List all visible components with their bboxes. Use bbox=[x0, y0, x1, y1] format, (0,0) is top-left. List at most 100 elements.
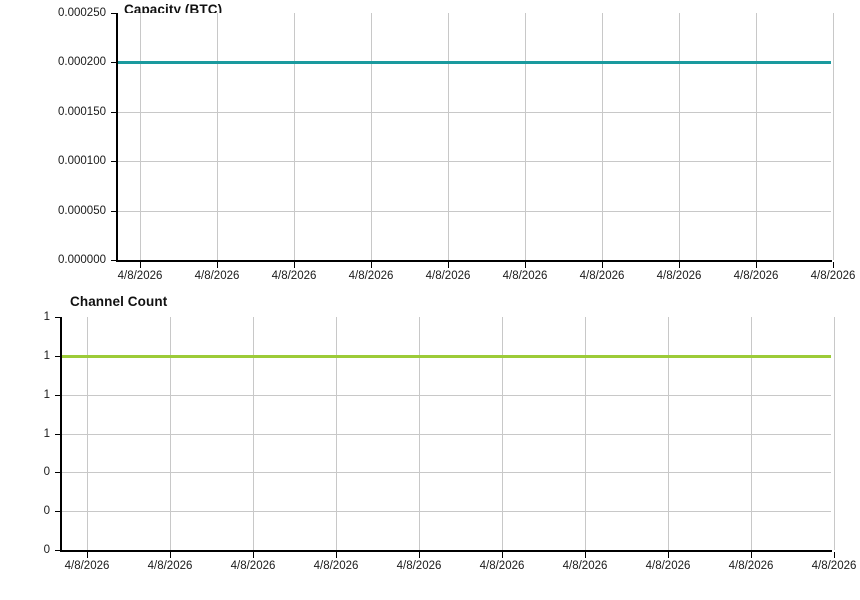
y-axis-tick-label: 1 bbox=[43, 350, 50, 362]
y-axis-tick-label: 1 bbox=[43, 389, 50, 401]
x-axis-tick-label: 4/8/2026 bbox=[562, 560, 608, 572]
gridline-horizontal bbox=[61, 472, 831, 473]
channel-count-plot-area[interactable] bbox=[61, 317, 835, 551]
x-axis-tick bbox=[756, 262, 758, 268]
y-axis-tick bbox=[55, 317, 61, 319]
x-axis-tick bbox=[294, 262, 296, 268]
x-axis-tick bbox=[448, 262, 450, 268]
y-axis-tick-label: 0 bbox=[43, 466, 50, 478]
x-axis-tick bbox=[525, 262, 527, 268]
x-axis-tick bbox=[833, 262, 835, 268]
data-series-line[interactable] bbox=[117, 61, 831, 64]
x-axis-tick bbox=[679, 262, 681, 268]
x-axis-tick-label: 4/8/2026 bbox=[502, 270, 548, 282]
y-axis-tick bbox=[55, 511, 61, 513]
gridline-horizontal bbox=[117, 211, 831, 212]
x-axis-tick bbox=[371, 262, 373, 268]
x-axis-tick bbox=[585, 552, 587, 558]
x-axis-tick bbox=[602, 262, 604, 268]
y-axis-tick-label: 0 bbox=[43, 544, 50, 556]
y-axis-tick-label: 1 bbox=[43, 311, 50, 323]
gridline-vertical bbox=[756, 13, 757, 260]
x-axis-tick-label: 4/8/2026 bbox=[230, 560, 276, 572]
x-axis-tick-label: 4/8/2026 bbox=[645, 560, 691, 572]
x-axis-tick bbox=[834, 552, 836, 558]
gridline-vertical bbox=[448, 13, 449, 260]
gridline-vertical bbox=[751, 317, 752, 550]
x-axis-tick-label: 4/8/2026 bbox=[64, 560, 110, 572]
gridline-vertical bbox=[602, 13, 603, 260]
gridline-horizontal bbox=[61, 395, 831, 396]
gridline-vertical bbox=[170, 317, 171, 550]
x-axis-tick-label: 4/8/2026 bbox=[147, 560, 193, 572]
x-axis-tick-label: 4/8/2026 bbox=[810, 270, 856, 282]
gridline-vertical bbox=[87, 317, 88, 550]
y-axis-tick-label: 0.000000 bbox=[58, 254, 106, 266]
x-axis-tick-label: 4/8/2026 bbox=[425, 270, 471, 282]
gridline-vertical bbox=[834, 317, 835, 550]
y-axis-tick-label: 0 bbox=[43, 505, 50, 517]
y-axis-tick-label: 0.000150 bbox=[58, 106, 106, 118]
y-axis-tick bbox=[111, 112, 117, 114]
y-axis-tick bbox=[111, 211, 117, 213]
gridline-vertical bbox=[336, 317, 337, 550]
y-axis-tick-label: 0.000200 bbox=[58, 56, 106, 68]
capacity-y-axis-line bbox=[116, 13, 118, 261]
y-axis-tick bbox=[55, 395, 61, 397]
x-axis-tick-label: 4/8/2026 bbox=[733, 270, 779, 282]
gridline-horizontal bbox=[61, 511, 831, 512]
gridline-vertical bbox=[419, 317, 420, 550]
x-axis-tick-label: 4/8/2026 bbox=[271, 270, 317, 282]
x-axis-tick-label: 4/8/2026 bbox=[579, 270, 625, 282]
x-axis-tick-label: 4/8/2026 bbox=[811, 560, 857, 572]
x-axis-tick bbox=[253, 552, 255, 558]
y-axis-tick-label: 0.000050 bbox=[58, 205, 106, 217]
y-axis-tick bbox=[55, 472, 61, 474]
gridline-vertical bbox=[679, 13, 680, 260]
x-axis-tick-label: 4/8/2026 bbox=[396, 560, 442, 572]
gridline-vertical bbox=[502, 317, 503, 550]
x-axis-tick-label: 4/8/2026 bbox=[117, 270, 163, 282]
y-axis-tick-label: 1 bbox=[43, 428, 50, 440]
gridline-vertical bbox=[585, 317, 586, 550]
gridline-vertical bbox=[294, 13, 295, 260]
y-axis-tick bbox=[55, 356, 61, 358]
x-axis-tick bbox=[419, 552, 421, 558]
y-axis-tick bbox=[111, 13, 117, 15]
gridline-vertical bbox=[833, 13, 834, 260]
capacity-chart-panel: Capacity (BTC) 0.000250 0.000200 0.000150 0… bbox=[0, 0, 860, 290]
x-axis-tick bbox=[502, 552, 504, 558]
y-axis-tick bbox=[111, 62, 117, 64]
data-series-line[interactable] bbox=[61, 355, 831, 358]
channel-count-chart-title: Channel Count bbox=[70, 294, 168, 309]
channel-count-chart-panel: Channel Count 1 1 1 1 0 0 0 4/8/2026 4/8/2026 4/8… bbox=[0, 290, 860, 600]
y-axis-tick bbox=[55, 550, 61, 552]
y-axis-tick-label: 0.000100 bbox=[58, 155, 106, 167]
x-axis-tick bbox=[668, 552, 670, 558]
gridline-horizontal bbox=[117, 161, 831, 162]
x-axis-tick-label: 4/8/2026 bbox=[313, 560, 359, 572]
capacity-plot-area[interactable] bbox=[117, 13, 834, 261]
x-axis-tick bbox=[140, 262, 142, 268]
x-axis-tick bbox=[336, 552, 338, 558]
gridline-vertical bbox=[525, 13, 526, 260]
x-axis-tick-label: 4/8/2026 bbox=[728, 560, 774, 572]
x-axis-tick bbox=[751, 552, 753, 558]
y-axis-tick bbox=[111, 161, 117, 163]
y-axis-tick-label: 0.000250 bbox=[58, 7, 106, 19]
x-axis-tick bbox=[217, 262, 219, 268]
capacity-plot-background bbox=[117, 13, 831, 260]
gridline-vertical bbox=[371, 13, 372, 260]
gridline-vertical bbox=[668, 317, 669, 550]
x-axis-tick-label: 4/8/2026 bbox=[194, 270, 240, 282]
y-axis-tick bbox=[111, 260, 117, 262]
x-axis-tick-label: 4/8/2026 bbox=[348, 270, 394, 282]
capacity-x-axis-line bbox=[116, 260, 832, 262]
x-axis-tick bbox=[87, 552, 89, 558]
gridline-vertical bbox=[253, 317, 254, 550]
channel-count-x-axis-line bbox=[60, 550, 832, 552]
x-axis-tick-label: 4/8/2026 bbox=[479, 560, 525, 572]
gridline-vertical bbox=[217, 13, 218, 260]
x-axis-tick bbox=[170, 552, 172, 558]
y-axis-tick bbox=[55, 434, 61, 436]
